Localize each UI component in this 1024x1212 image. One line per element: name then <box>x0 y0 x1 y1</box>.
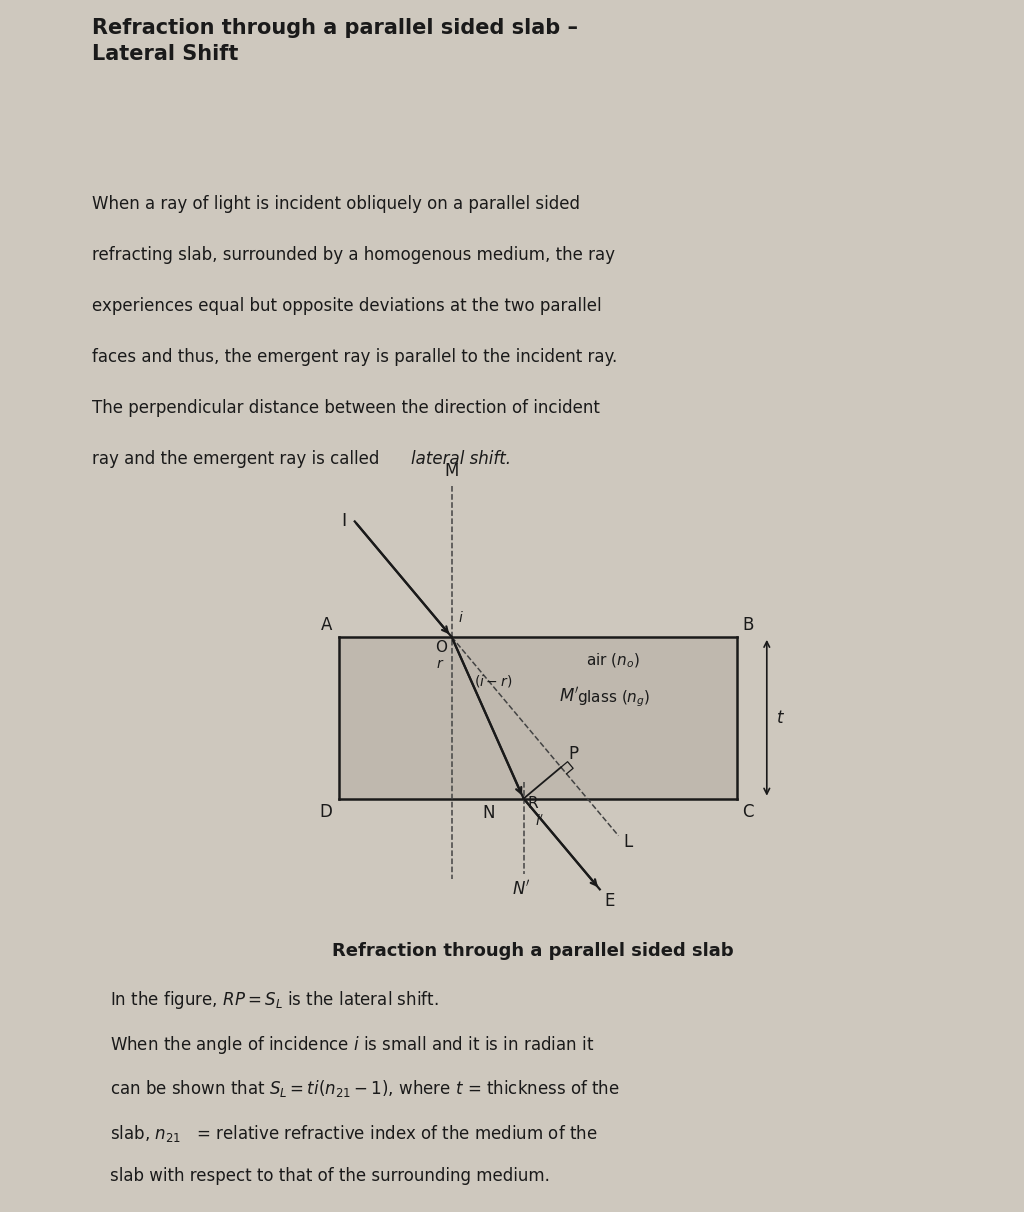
Text: M: M <box>444 462 459 480</box>
Text: can be shown that $S_L = ti(n_{21} - 1)$, where $t$ = thickness of the: can be shown that $S_L = ti(n_{21} - 1)$… <box>110 1079 620 1099</box>
Text: When the angle of incidence $i$ is small and it is in radian it: When the angle of incidence $i$ is small… <box>110 1034 594 1056</box>
Text: refracting slab, surrounded by a homogenous medium, the ray: refracting slab, surrounded by a homogen… <box>92 246 615 264</box>
Text: $r$: $r$ <box>435 657 444 671</box>
Text: B: B <box>742 616 754 634</box>
Text: In the figure, $RP = S_L$ is the lateral shift.: In the figure, $RP = S_L$ is the lateral… <box>110 989 438 1011</box>
Text: N: N <box>482 804 495 822</box>
Text: C: C <box>742 802 754 821</box>
Text: $(i-r)$: $(i-r)$ <box>474 673 512 690</box>
Text: $i$: $i$ <box>458 610 464 625</box>
Text: $t$: $t$ <box>776 709 785 727</box>
Text: ray and the emergent ray is called: ray and the emergent ray is called <box>92 450 385 468</box>
Text: Refraction through a parallel sided slab –
Lateral Shift: Refraction through a parallel sided slab… <box>92 18 579 64</box>
Text: glass ($n_g$): glass ($n_g$) <box>577 688 650 709</box>
Text: When a ray of light is incident obliquely on a parallel sided: When a ray of light is incident obliquel… <box>92 195 581 213</box>
Text: D: D <box>319 802 332 821</box>
Text: $i'$: $i'$ <box>536 813 545 829</box>
Text: E: E <box>604 892 614 910</box>
Text: $N'$: $N'$ <box>512 880 530 898</box>
Text: O: O <box>435 640 447 654</box>
Text: slab, $n_{21}$   = relative refractive index of the medium of the: slab, $n_{21}$ = relative refractive ind… <box>110 1122 597 1144</box>
Text: I: I <box>341 513 347 531</box>
Bar <box>339 638 737 799</box>
Text: Refraction through a parallel sided slab: Refraction through a parallel sided slab <box>332 942 733 960</box>
Text: air ($n_o$): air ($n_o$) <box>587 652 640 670</box>
Text: A: A <box>321 616 332 634</box>
Text: lateral shift.: lateral shift. <box>411 450 511 468</box>
Text: slab with respect to that of the surrounding medium.: slab with respect to that of the surroun… <box>110 1167 550 1185</box>
Text: P: P <box>568 745 579 762</box>
Text: L: L <box>624 833 633 851</box>
Text: experiences equal but opposite deviations at the two parallel: experiences equal but opposite deviation… <box>92 297 602 315</box>
Text: $M'$: $M'$ <box>559 687 580 705</box>
Text: R: R <box>528 796 539 811</box>
Text: The perpendicular distance between the direction of incident: The perpendicular distance between the d… <box>92 399 600 417</box>
Text: faces and thus, the emergent ray is parallel to the incident ray.: faces and thus, the emergent ray is para… <box>92 348 617 366</box>
